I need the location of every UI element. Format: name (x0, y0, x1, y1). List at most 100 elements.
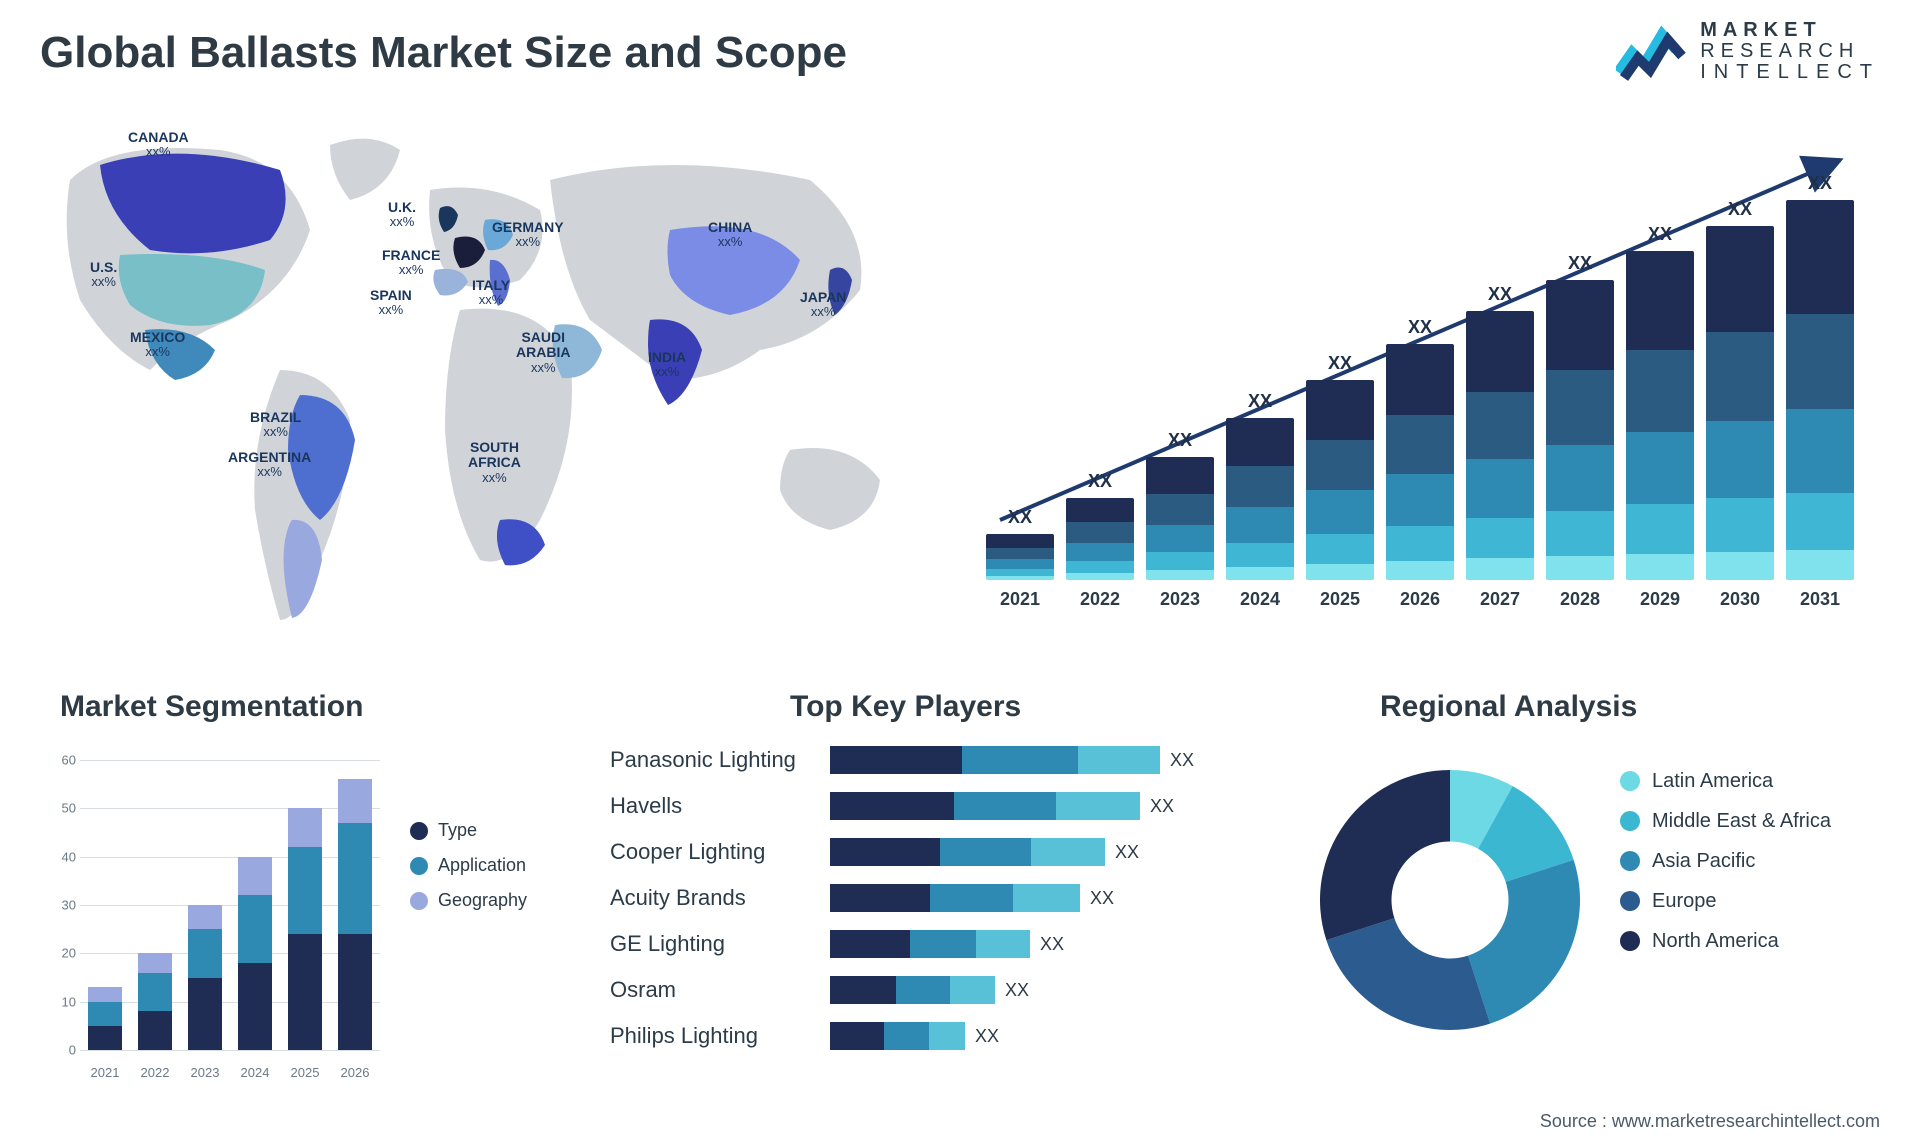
growth-bar-segment (986, 569, 1054, 576)
seg-xtick-label: 2021 (91, 1065, 120, 1080)
seg-bar-2023 (188, 905, 222, 1050)
growth-bar-segment (1466, 459, 1534, 518)
growth-year-label: 2029 (1620, 589, 1700, 610)
legend-label: Geography (438, 890, 527, 911)
legend-swatch-icon (410, 822, 428, 840)
player-bar-segment (1056, 792, 1140, 820)
growth-bar-value-label: XX (1648, 224, 1672, 245)
growth-bar-value-label: XX (1728, 199, 1752, 220)
seg-xtick-label: 2025 (291, 1065, 320, 1080)
growth-bar-segment (1066, 573, 1134, 580)
player-bar-segment (962, 746, 1078, 774)
brand-mark-icon (1616, 22, 1686, 82)
region-legend-item: Latin America (1620, 770, 1831, 792)
player-bar-segment (929, 1022, 965, 1050)
legend-swatch-icon (1620, 851, 1640, 871)
growth-bar-2022: XX (1066, 471, 1134, 580)
player-value-label: XX (1170, 750, 1194, 771)
key-players-bar-chart: Panasonic LightingXXHavellsXXCooper Ligh… (610, 740, 1250, 1080)
growth-bar-value-label: XX (1568, 253, 1592, 274)
growth-bar-segment (1226, 543, 1294, 567)
growth-bar-segment (1706, 421, 1774, 499)
donut-slice (1468, 860, 1580, 1024)
growth-bar-value-label: XX (1168, 430, 1192, 451)
legend-label: Middle East & Africa (1652, 810, 1831, 832)
player-value-label: XX (975, 1026, 999, 1047)
growth-bar-segment (1786, 550, 1854, 580)
seg-ytick-label: 50 (52, 801, 76, 816)
brand-line-1: MARKET (1700, 20, 1880, 41)
growth-bar-value-label: XX (1808, 173, 1832, 194)
growth-bar-segment (1146, 570, 1214, 580)
growth-bar-segment (1466, 392, 1534, 459)
growth-bar-segment (1546, 445, 1614, 511)
seg-bar-2022 (138, 953, 172, 1050)
growth-bar-value-label: XX (1008, 507, 1032, 528)
source-prefix: Source : (1540, 1111, 1612, 1131)
seg-bar-2024 (238, 857, 272, 1050)
player-bar-segment (830, 838, 940, 866)
player-bar-segment (830, 930, 910, 958)
legend-label: North America (1652, 930, 1779, 952)
growth-bar-value-label: XX (1248, 391, 1272, 412)
region-legend-item: North America (1620, 930, 1831, 952)
player-label: GE Lighting (610, 931, 830, 957)
map-label-germany: GERMANYxx% (492, 220, 564, 250)
growth-stacked-bar-chart: XXXXXXXXXXXXXXXXXXXXXX 20212022202320242… (980, 150, 1860, 610)
seg-bar-segment (238, 895, 272, 963)
player-label: Acuity Brands (610, 885, 830, 911)
growth-bar-2026: XX (1386, 317, 1454, 580)
brand-logo: MARKET RESEARCH INTELLECT (1616, 20, 1880, 83)
brand-line-2: RESEARCH (1700, 41, 1880, 62)
brand-line-3: INTELLECT (1700, 62, 1880, 83)
growth-bar-2024: XX (1226, 391, 1294, 580)
section-title-segmentation: Market Segmentation (60, 690, 363, 724)
seg-bar-segment (338, 823, 372, 934)
growth-year-label: 2023 (1140, 589, 1220, 610)
growth-bar-segment (1066, 561, 1134, 573)
seg-xtick-label: 2023 (191, 1065, 220, 1080)
seg-xtick-label: 2026 (341, 1065, 370, 1080)
growth-bar-2021: XX (986, 507, 1054, 580)
seg-bar-segment (238, 963, 272, 1050)
player-bar-segment (954, 792, 1056, 820)
seg-bar-segment (238, 857, 272, 896)
player-bar-segment (940, 838, 1031, 866)
seg-bar-segment (338, 779, 372, 823)
growth-bar-segment (1786, 200, 1854, 314)
region-legend-item: Europe (1620, 890, 1831, 912)
player-label: Philips Lighting (610, 1023, 830, 1049)
player-label: Osram (610, 977, 830, 1003)
map-label-argentina: ARGENTINAxx% (228, 450, 311, 480)
map-label-india: INDIAxx% (648, 350, 686, 380)
player-bar-segment (1078, 746, 1161, 774)
growth-bar-2025: XX (1306, 353, 1374, 580)
player-bar (830, 884, 1080, 912)
seg-bar-2021 (88, 987, 122, 1050)
player-bar-wrap: XX (830, 884, 1250, 912)
seg-xtick-label: 2024 (241, 1065, 270, 1080)
seg-bar-segment (338, 934, 372, 1050)
section-title-players: Top Key Players (790, 690, 1021, 724)
legend-label: Europe (1652, 890, 1717, 912)
player-row: HavellsXX (610, 786, 1250, 826)
donut-slice (1326, 918, 1490, 1030)
growth-bar-segment (1546, 280, 1614, 370)
page-title: Global Ballasts Market Size and Scope (40, 28, 847, 78)
growth-bar-segment (1706, 332, 1774, 421)
player-row: OsramXX (610, 970, 1250, 1010)
growth-bar-segment (986, 559, 1054, 569)
growth-bar-segment (1306, 564, 1374, 580)
seg-bar-segment (288, 808, 322, 847)
player-bar (830, 930, 1030, 958)
seg-ytick-label: 0 (52, 1043, 76, 1058)
player-bar-segment (830, 976, 896, 1004)
growth-bar-segment (1386, 415, 1454, 474)
map-label-mexico: MEXICOxx% (130, 330, 185, 360)
growth-year-label: 2021 (980, 589, 1060, 610)
seg-bar-segment (138, 1011, 172, 1050)
growth-bar-segment (1706, 552, 1774, 580)
map-label-saudi-arabia: SAUDIARABIAxx% (516, 330, 570, 375)
growth-bar-segment (986, 576, 1054, 580)
growth-bar-segment (1146, 552, 1214, 570)
